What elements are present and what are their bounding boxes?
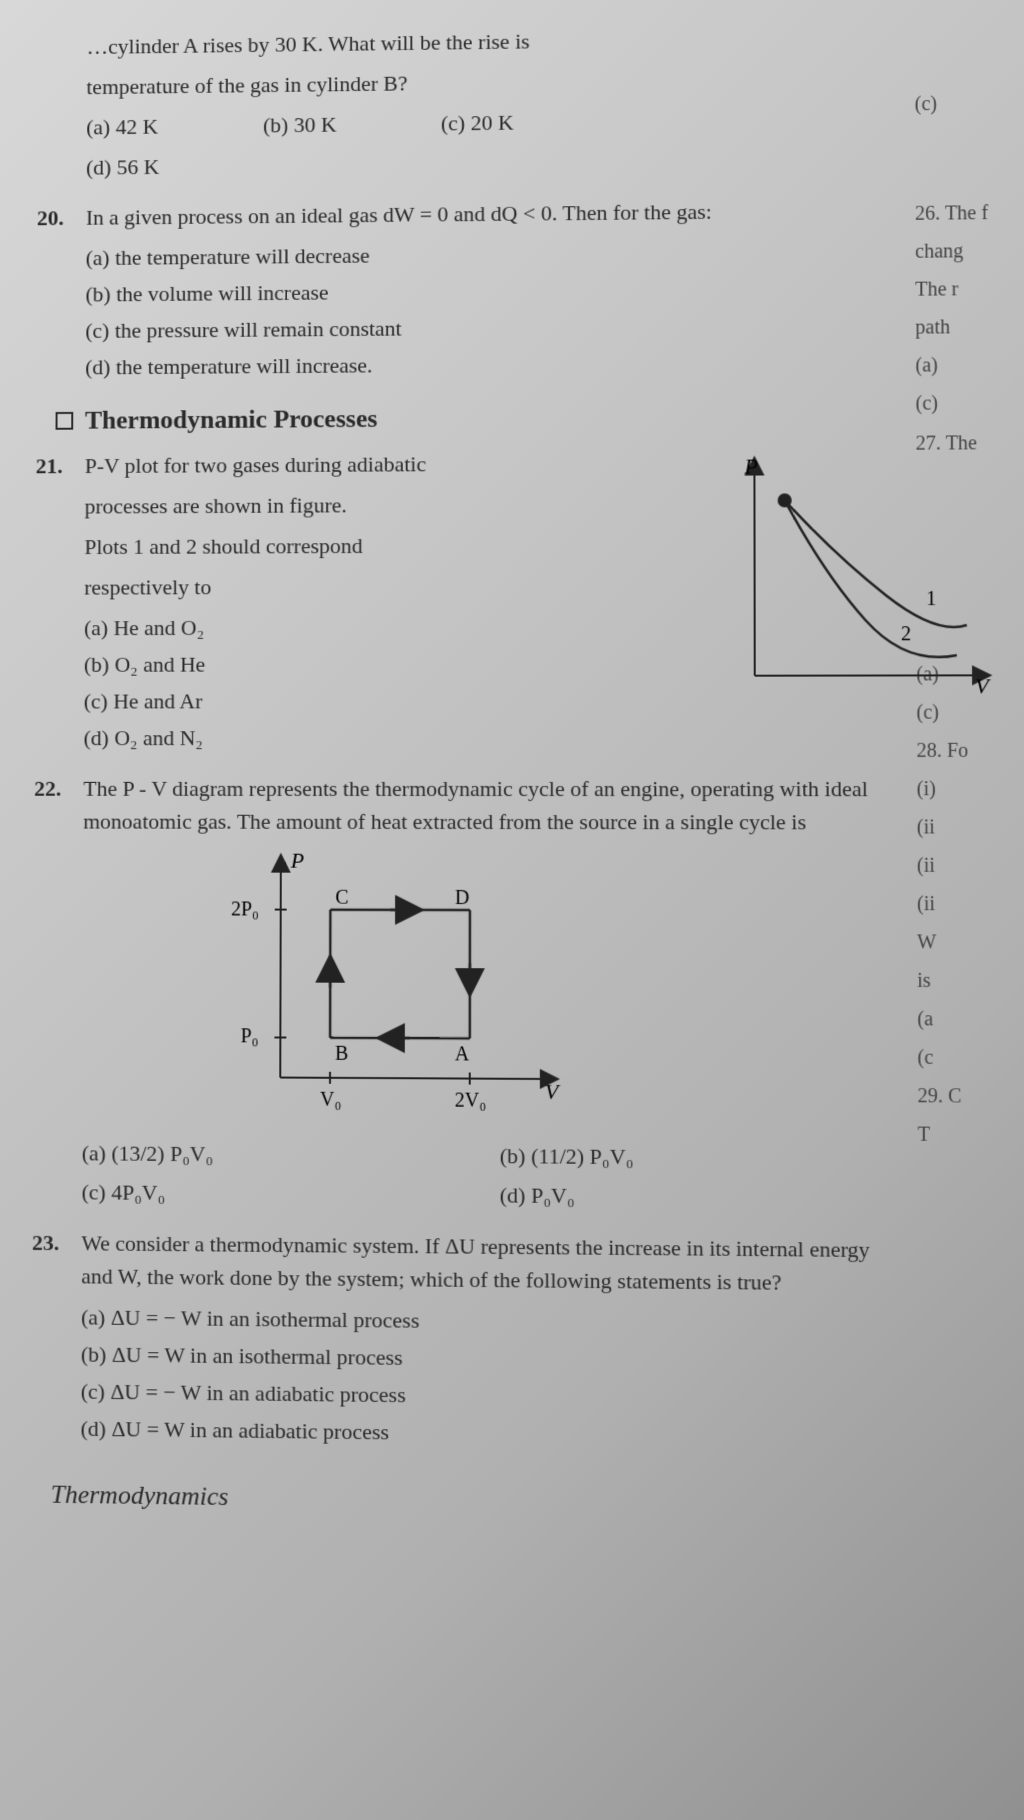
frag: (c) xyxy=(915,388,1016,419)
q23-stem: We consider a thermodynamic system. If Δ… xyxy=(81,1226,894,1300)
q20-opt-d: (d) the temperature will increase. xyxy=(85,346,750,383)
q22-opt-b: (b) (11/2) P₀V₀ xyxy=(500,1139,894,1175)
frag: (c xyxy=(917,1043,1019,1074)
question-21: 21. P-V plot for two gases during adiaba… xyxy=(34,444,997,754)
curve-1-label: 1 xyxy=(926,588,936,610)
x-right-label: 2V₀ xyxy=(455,1089,486,1111)
y-bot-label: P₀ xyxy=(241,1025,259,1047)
curve-2 xyxy=(785,500,957,658)
q20-opt-c: (c) the pressure will remain constant xyxy=(85,309,750,347)
q22-pv-cycle: P V 2P₀ P₀ V₀ 2V₀ C D B A xyxy=(201,848,580,1130)
q22-opt-d: (d) P₀V₀ xyxy=(500,1178,894,1214)
v-axis-label: V xyxy=(975,674,991,698)
corner-d: D xyxy=(455,887,469,909)
q20-num: 20. xyxy=(37,201,64,234)
corner-c: C xyxy=(335,887,348,909)
page-footer: Thermodynamics xyxy=(51,1475,1001,1527)
q21-stem-3: Plots 1 and 2 should correspond xyxy=(84,528,694,563)
frag: (a) xyxy=(915,350,1016,381)
q22-stem: The P - V diagram represents the thermod… xyxy=(83,772,892,839)
x-left-label: V₀ xyxy=(320,1089,341,1111)
q20-stem: In a given process on an ideal gas dW = … xyxy=(86,195,750,234)
frag: chang xyxy=(915,236,1016,267)
q23-opt-c: (c) ΔU = − W in an adiabatic process xyxy=(81,1375,894,1417)
p-axis-label: P xyxy=(743,454,758,478)
q20-opt-b: (b) the volume will increase xyxy=(85,272,750,310)
q21-opt-c: (c) He and Ar xyxy=(84,684,695,718)
q21-stem-2: processes are shown in figure. xyxy=(85,487,695,523)
question-23: 23. We consider a thermodynamic system. … xyxy=(31,1226,894,1455)
question-19-partial: …cylinder A rises by 30 K. What will be … xyxy=(37,22,750,184)
q21-opt-a: (a) He and O₂ xyxy=(84,610,694,644)
corner-a: A xyxy=(455,1043,470,1065)
frag: is xyxy=(917,966,1019,997)
q21-stem-4: respectively to xyxy=(84,569,694,604)
q19-stem-2: temperature of the gas in cylinder B? xyxy=(86,63,749,103)
q23-num: 23. xyxy=(32,1226,59,1259)
curve-1 xyxy=(785,500,967,628)
frag: (ii xyxy=(917,812,1019,842)
checkbox-icon xyxy=(56,411,74,429)
question-20: 20. In a given process on an ideal gas d… xyxy=(36,195,750,384)
frag: (c) xyxy=(915,88,1016,119)
frag: (a xyxy=(917,1004,1019,1035)
frag: (ii xyxy=(917,889,1019,920)
q22-num: 22. xyxy=(34,772,61,805)
frag: T xyxy=(918,1119,1020,1150)
q23-opt-a: (a) ΔU = − W in an isothermal process xyxy=(81,1300,894,1341)
section-title: Thermodynamic Processes xyxy=(85,399,377,439)
y-top-label: 2P₀ xyxy=(231,898,259,920)
q21-opt-b: (b) O₂ and He xyxy=(84,647,695,681)
q23-opt-b: (b) ΔU = W in an isothermal process xyxy=(81,1337,894,1379)
q20-opt-a: (a) the temperature will decrease xyxy=(86,235,750,274)
section-header: Thermodynamic Processes xyxy=(55,395,996,440)
q21-pv-graph: P V 1 2 xyxy=(714,454,997,716)
frag: (ii xyxy=(917,851,1019,881)
frag: 29. C xyxy=(918,1081,1020,1112)
q21-num: 21. xyxy=(36,449,63,482)
curve-2-label: 2 xyxy=(901,623,911,645)
q19-opt-b: (b) 30 K xyxy=(263,107,401,141)
q21-opt-d: (d) O₂ and N₂ xyxy=(84,721,695,754)
question-22: 22. The P - V diagram represents the the… xyxy=(32,772,893,1215)
q21-stem-1: P-V plot for two gases during adiabatic xyxy=(85,446,694,482)
q23-opt-d: (d) ΔU = W in an adiabatic process xyxy=(81,1412,895,1455)
v-axis-label: V xyxy=(545,1080,561,1104)
q22-opt-a: (a) (13/2) P₀V₀ xyxy=(82,1136,470,1172)
p-axis-label: P xyxy=(290,849,304,873)
frag: 26. The f xyxy=(915,198,1016,229)
q19-opt-a: (a) 42 K xyxy=(86,109,224,143)
corner-b: B xyxy=(335,1043,348,1065)
frag: The r xyxy=(915,274,1016,305)
q19-opt-d: (d) 56 K xyxy=(86,150,224,184)
q22-opt-c: (c) 4P₀V₀ xyxy=(82,1175,470,1211)
frag: (i) xyxy=(917,774,1019,804)
frag: W xyxy=(917,927,1019,958)
q19-opt-c: (c) 20 K xyxy=(441,105,580,139)
q19-stem: …cylinder A rises by 30 K. What will be … xyxy=(87,22,750,63)
frag: path xyxy=(915,312,1016,343)
